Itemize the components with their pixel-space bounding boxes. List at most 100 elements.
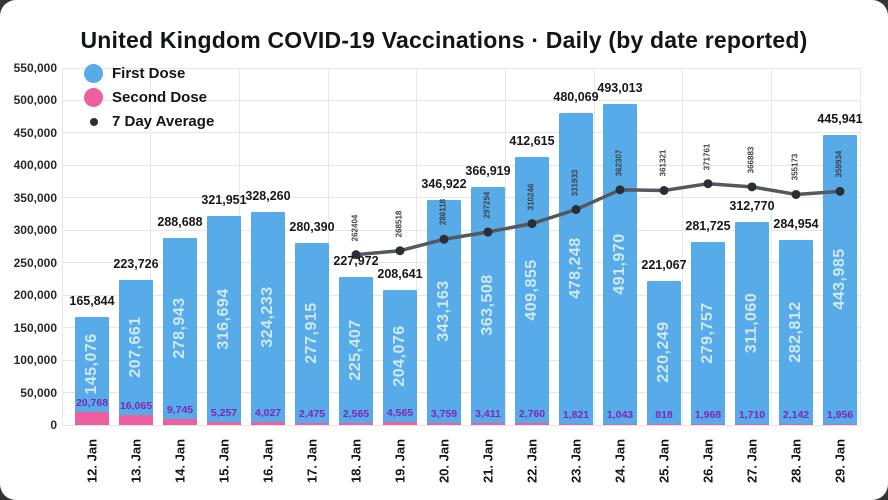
bar-second-dose-label: 1,956 [826,408,854,421]
bar-total-label: 412,615 [509,134,555,149]
bar-second-dose [823,423,857,425]
x-tick-label: 20. Jan [436,438,452,484]
bar-second-dose [295,423,329,425]
bar-second-dose-label: 2,142 [782,408,810,421]
bar-first-dose-label: 145,076 [83,333,100,396]
bar-total-label: 284,954 [773,216,819,231]
bar-second-dose [779,423,813,425]
avg-point-label: 361321 [658,150,668,177]
bar-first-dose-label: 282,812 [787,301,804,363]
avg-point-label: 297294 [482,191,492,219]
first-dose-swatch-icon [84,64,103,83]
gridline-h [62,164,860,166]
bar-second-dose-label: 1,043 [606,408,634,421]
y-tick-label: 0 [50,418,57,432]
bar-first-dose-label: 343,163 [435,280,452,342]
bar-total-label: 366,919 [465,163,511,178]
bar-first-dose-label: 277,915 [303,302,320,364]
bar-total-label: 208,641 [377,266,423,281]
y-tick-label: 200,000 [13,288,57,303]
bar-total-label: 288,688 [157,214,203,229]
y-tick-label: 250,000 [13,255,57,270]
bar-second-dose-label: 1,968 [694,408,722,421]
avg-point-marker [659,185,669,195]
gridline-v [682,68,684,425]
bar-first-dose-label: 363,508 [479,274,496,336]
bar-first-dose [119,279,153,415]
bar-second-dose [75,411,109,425]
bar-second-dose-label: 16,065 [119,399,153,412]
bar-second-dose-label: 2,565 [342,408,370,421]
bar-total-label: 328,260 [245,188,291,203]
avg-point-label: 331933 [570,169,580,196]
y-tick-label: 50,000 [20,385,57,400]
gridline-h [62,359,860,361]
average-swatch-icon [84,112,103,131]
x-tick-label: 24. Jan [612,438,628,484]
bar-second-dose-label: 9,745 [166,403,194,416]
bar-first-dose-label: 409,855 [523,259,540,321]
avg-point-label: 310246 [526,183,536,210]
avg-point-label: 359934 [834,151,844,178]
legend: First Dose Second Dose 7 Day Average [84,64,214,131]
gridline-v [150,68,152,425]
bar-first-dose [75,317,109,412]
legend-label: First Dose [112,65,186,82]
bar-second-dose [559,423,593,425]
x-tick-label: 14. Jan [172,438,188,484]
bar-first-dose-label: 279,757 [699,302,716,364]
x-tick-label: 15. Jan [216,438,232,484]
avg-point-marker [703,179,713,189]
bar-first-dose [163,237,197,419]
y-tick-label: 350,000 [13,190,57,205]
bar-first-dose-label: 278,943 [171,297,188,359]
bar-first-dose-label: 225,407 [347,319,364,381]
avg-point-label: 262404 [350,214,360,242]
y-tick-label: 400,000 [13,158,57,173]
gridline-h [62,99,860,101]
bar-first-dose [207,216,241,422]
gridline-h [62,327,860,329]
avg-point-label: 366883 [746,146,756,174]
bar-second-dose-label: 2,760 [518,408,546,421]
bar-second-dose [339,423,373,425]
x-tick-label: 28. Jan [788,438,804,484]
gridline-h [62,424,860,426]
avg-point-label: 268518 [394,210,404,238]
x-tick-label: 25. Jan [656,438,672,484]
legend-label: Second Dose [112,89,208,106]
bar-second-dose [691,423,725,425]
second-dose-swatch-icon [84,88,103,107]
avg-point-marker [395,246,405,256]
x-tick-label: 27. Jan [744,438,760,484]
legend-label: 7 Day Average [112,113,215,130]
bar-first-dose [779,239,813,424]
bar-first-dose-label: 207,661 [127,316,144,378]
gridline-v [61,68,63,425]
bar-second-dose [603,423,637,425]
bar-second-dose-label: 4,027 [254,407,282,420]
legend-item-second-dose: Second Dose [84,88,214,107]
bar-total-label: 321,951 [201,193,247,208]
x-tick-label: 16. Jan [260,438,276,484]
bar-first-dose-label: 311,060 [743,292,760,353]
x-tick-label: 22. Jan [524,438,540,484]
gridline-v [593,68,595,425]
bar-second-dose-label: 20,768 [75,396,109,409]
bar-second-dose-label: 5,257 [210,406,238,419]
x-tick-label: 13. Jan [128,438,144,484]
bar-total-label: 227,972 [333,254,379,269]
bar-second-dose [163,418,197,425]
bar-second-dose [735,423,769,425]
gridline-v [859,68,861,425]
bar-first-dose [295,243,329,424]
bar-first-dose [383,289,417,423]
avg-point-label: 371761 [702,143,712,171]
bar-first-dose-label: 491,970 [611,233,628,295]
bar-second-dose [515,423,549,425]
y-tick-label: 550,000 [13,61,57,75]
y-tick-label: 150,000 [13,320,57,335]
bar-first-dose [339,277,373,424]
bar-first-dose [603,104,637,424]
bar-first-dose-label: 204,076 [391,325,408,387]
